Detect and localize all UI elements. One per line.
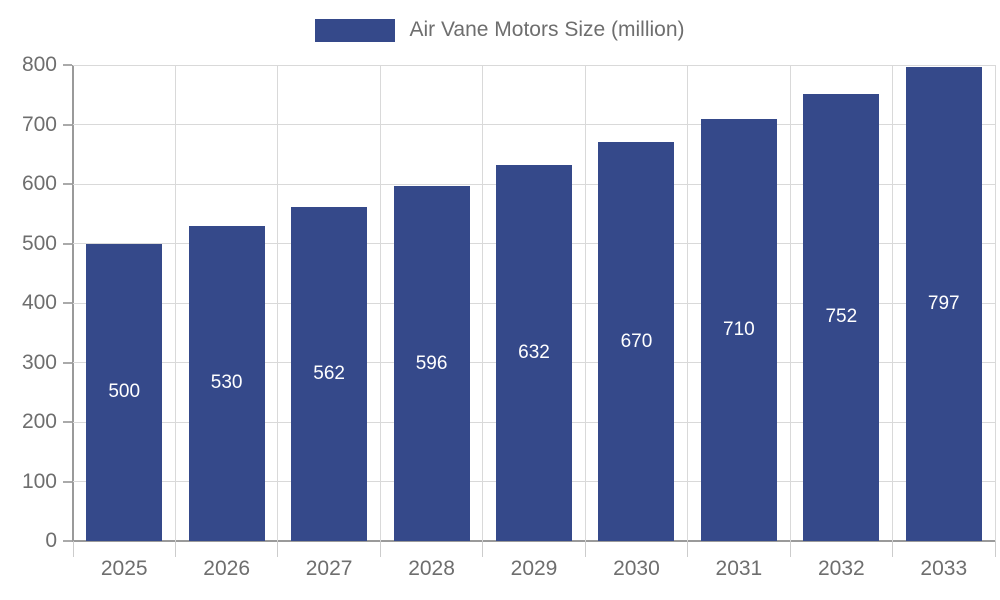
x-axis-tick <box>789 541 791 557</box>
y-axis-tick <box>63 183 72 185</box>
y-gridline <box>73 64 995 66</box>
x-axis-tick <box>994 541 996 557</box>
x-gridline <box>277 65 279 541</box>
x-tick-label: 2027 <box>305 557 353 580</box>
x-tick-label: 2032 <box>817 557 865 580</box>
x-gridline <box>789 65 791 541</box>
x-gridline <box>174 65 176 541</box>
x-gridline <box>994 65 996 541</box>
bar: 752 <box>803 93 880 541</box>
x-gridline <box>892 65 894 541</box>
x-axis-tick <box>687 541 689 557</box>
x-axis-line <box>72 540 995 542</box>
x-tick-label: 2033 <box>920 557 968 580</box>
x-gridline <box>687 65 689 541</box>
y-axis-tick <box>63 361 72 364</box>
bar-value-label: 752 <box>825 306 858 328</box>
y-axis-tick <box>63 540 72 542</box>
bar-value-label: 562 <box>313 362 345 384</box>
y-tick-label: 500 <box>21 231 57 255</box>
x-axis-tick <box>584 541 586 557</box>
y-tick-label: 400 <box>21 291 57 314</box>
x-tick-label: 2029 <box>510 557 558 580</box>
bar: 500 <box>86 243 163 541</box>
bar-value-label: 797 <box>927 292 960 314</box>
legend-swatch <box>315 18 396 42</box>
x-axis-tick <box>379 541 381 557</box>
x-axis-tick <box>72 541 74 557</box>
y-tick-label: 300 <box>21 350 57 374</box>
y-axis-tick <box>63 64 72 66</box>
y-axis-tick <box>63 302 72 304</box>
x-gridline <box>584 65 586 541</box>
x-axis-tick <box>482 541 484 557</box>
x-tick-label: 2025 <box>100 557 148 580</box>
bar-value-label: 710 <box>723 318 755 340</box>
x-tick-label: 2030 <box>613 557 660 580</box>
x-gridline <box>482 65 484 541</box>
y-axis-tick <box>63 480 72 483</box>
bar: 596 <box>393 186 470 541</box>
y-tick-label: 0 <box>45 529 57 552</box>
plot-area: 0 100 200 300 400 500 600 700 800 500 2025 530 2026 5… <box>22 53 996 580</box>
y-tick-label: 800 <box>21 53 57 76</box>
y-axis-tick <box>63 421 72 423</box>
x-tick-label: 2026 <box>203 557 251 580</box>
bar: 530 <box>188 225 265 541</box>
x-axis-tick <box>277 541 279 557</box>
x-tick-label: 2031 <box>715 557 763 580</box>
bar: 562 <box>291 206 368 541</box>
legend-label: Air Vane Motors Size (million) <box>409 18 685 41</box>
bar-value-label: 500 <box>108 381 141 403</box>
x-tick-label: 2028 <box>408 557 455 580</box>
bar: 710 <box>700 118 777 541</box>
y-tick-label: 200 <box>21 410 57 433</box>
x-gridline <box>379 65 381 541</box>
legend: Air Vane Motors Size (million) <box>0 18 1000 42</box>
bar: 670 <box>598 142 675 541</box>
y-axis-tick <box>63 123 72 126</box>
bar: 797 <box>905 66 982 541</box>
y-tick-label: 700 <box>21 112 57 136</box>
bar-value-label: 632 <box>518 341 550 363</box>
bar-value-label: 596 <box>415 352 448 374</box>
y-axis-tick <box>63 242 72 245</box>
bar: 632 <box>496 164 572 541</box>
y-tick-label: 100 <box>21 469 57 493</box>
bar-value-label: 530 <box>210 372 243 394</box>
y-gridline <box>73 124 995 125</box>
x-axis-tick <box>892 541 894 557</box>
y-tick-label: 600 <box>21 172 57 195</box>
bar-value-label: 670 <box>620 330 653 352</box>
x-axis-tick <box>174 541 176 557</box>
